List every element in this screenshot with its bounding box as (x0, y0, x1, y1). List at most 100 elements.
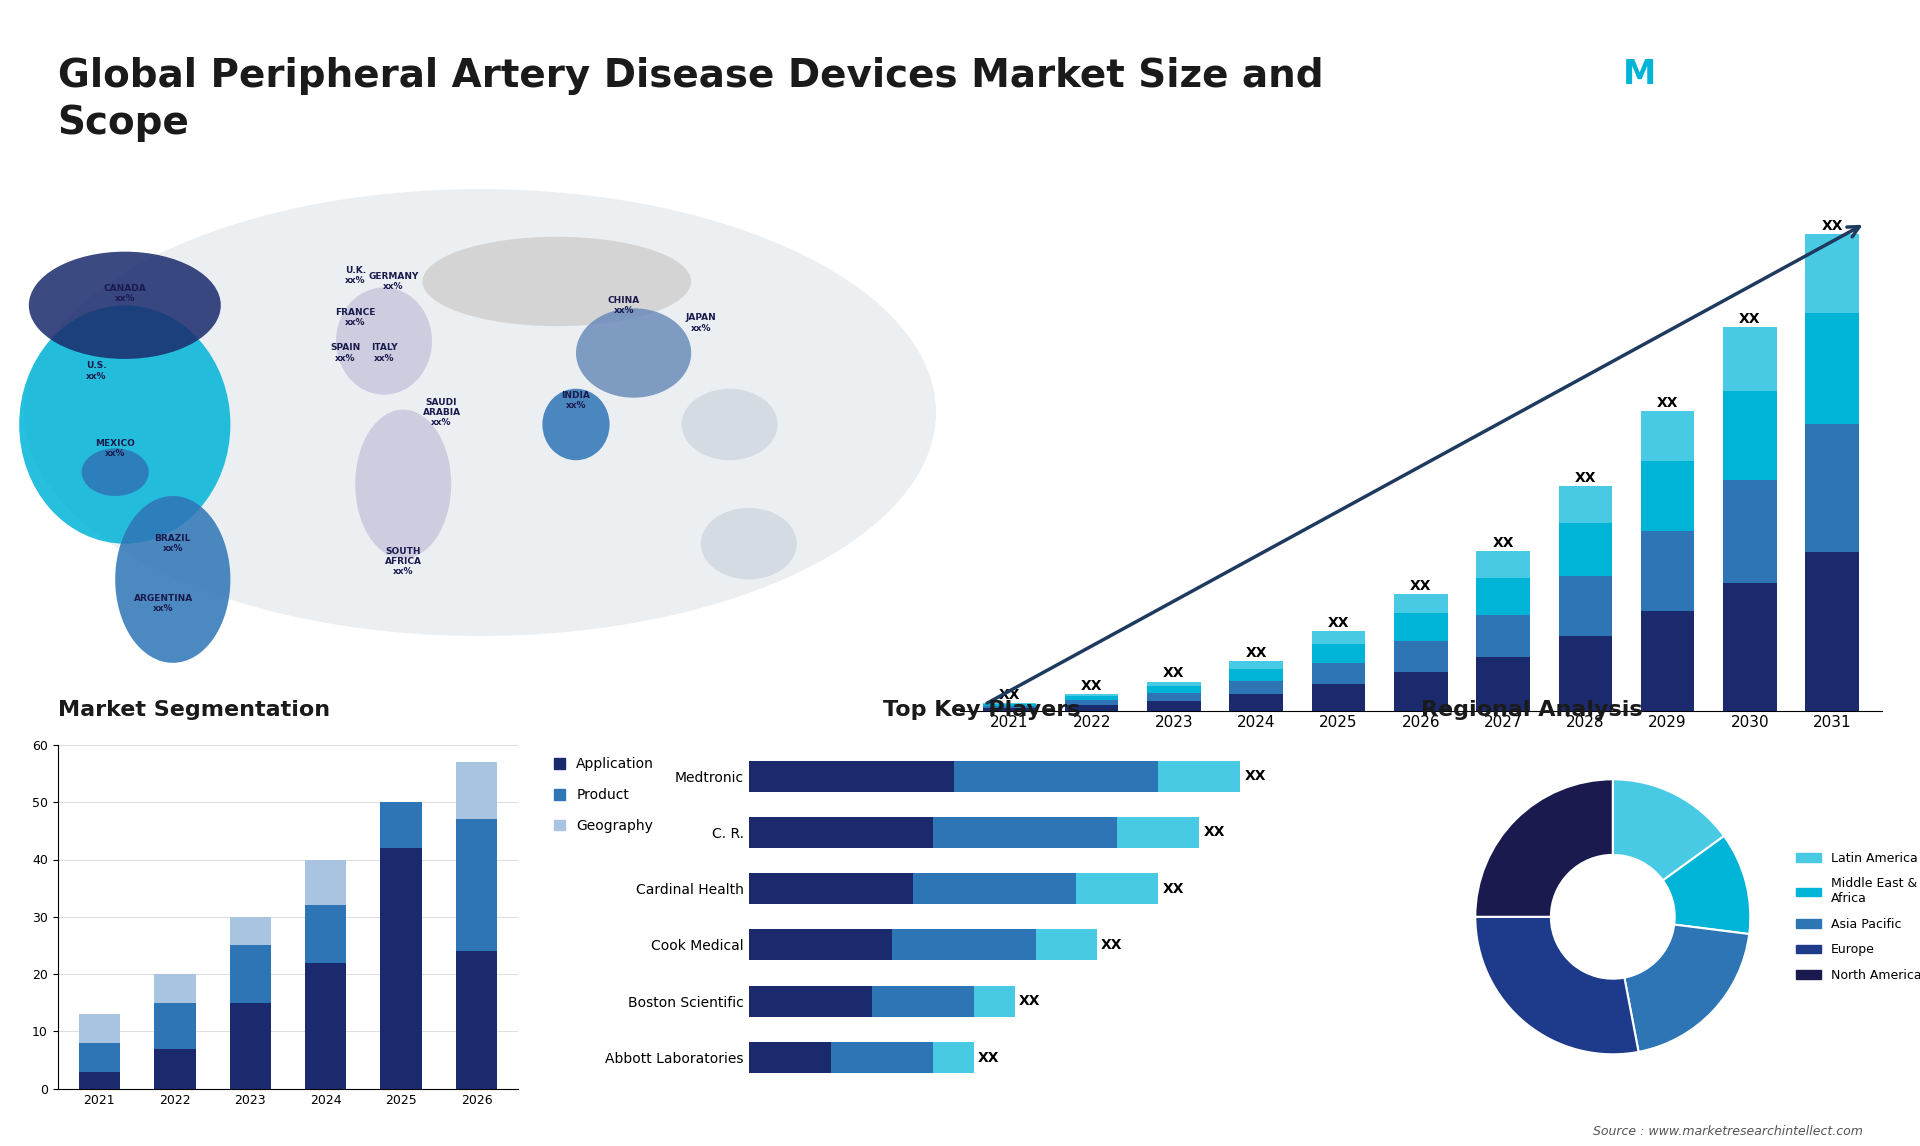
Bar (1148, 682, 1200, 686)
Bar (1148, 693, 1200, 701)
Bar (1476, 551, 1530, 578)
Bar (933, 1042, 973, 1073)
Text: Regional Analysis: Regional Analysis (1421, 700, 1642, 720)
Text: MEXICO
xx%: MEXICO xx% (96, 439, 134, 458)
Text: BRAZIL
xx%: BRAZIL xx% (156, 534, 190, 554)
Bar (893, 929, 1035, 960)
Bar (154, 974, 196, 1003)
Bar (154, 1003, 196, 1049)
Bar (1724, 480, 1776, 582)
Bar (1229, 694, 1283, 711)
Text: SAUDI
ARABIA
xx%: SAUDI ARABIA xx% (422, 398, 461, 427)
Bar (79, 1072, 121, 1089)
Bar (455, 951, 497, 1089)
Text: MARKET
RESEARCH
INTELLECT: MARKET RESEARCH INTELLECT (1715, 50, 1780, 87)
Text: GERMANY
xx%: GERMANY xx% (369, 272, 419, 291)
Bar (1394, 672, 1448, 711)
Wedge shape (1475, 917, 1638, 1054)
Wedge shape (1613, 779, 1724, 880)
Bar (1229, 669, 1283, 681)
Bar (912, 873, 1077, 904)
Bar (79, 1043, 121, 1072)
Text: XX: XX (998, 688, 1020, 701)
Bar (983, 704, 1037, 706)
Ellipse shape (701, 508, 797, 580)
Text: ARGENTINA
xx%: ARGENTINA xx% (134, 594, 192, 613)
Text: XX: XX (1204, 825, 1225, 839)
Text: SPAIN
xx%: SPAIN xx% (330, 344, 361, 362)
Bar (1724, 391, 1776, 480)
Bar (1066, 693, 1117, 697)
Bar (455, 819, 497, 951)
Bar (1066, 705, 1117, 711)
Bar (1394, 641, 1448, 672)
Bar (79, 1014, 121, 1043)
Text: Source : www.marketresearchintellect.com: Source : www.marketresearchintellect.com (1592, 1124, 1862, 1138)
Bar (1311, 684, 1365, 711)
Bar (455, 762, 497, 819)
Ellipse shape (29, 252, 221, 359)
Ellipse shape (23, 189, 937, 636)
Ellipse shape (422, 237, 691, 327)
Text: INDIA
xx%: INDIA xx% (561, 391, 591, 410)
Bar (973, 986, 1016, 1017)
Wedge shape (1624, 925, 1749, 1052)
Text: Global Peripheral Artery Disease Devices Market Size and
Scope: Global Peripheral Artery Disease Devices… (58, 57, 1323, 142)
Bar (1158, 761, 1240, 792)
Bar (749, 986, 872, 1017)
Bar (230, 945, 271, 1003)
Bar (380, 802, 422, 848)
Text: XX: XX (1657, 397, 1678, 410)
Ellipse shape (19, 305, 230, 543)
Text: XX: XX (1329, 615, 1350, 629)
Bar (1642, 461, 1693, 531)
Bar (1724, 327, 1776, 391)
Text: XX: XX (1100, 937, 1123, 952)
Bar (1559, 523, 1613, 575)
Text: XX: XX (1409, 579, 1432, 592)
Bar (154, 1049, 196, 1089)
Bar (1805, 424, 1859, 551)
Bar (305, 905, 346, 963)
Text: SOUTH
AFRICA
xx%: SOUTH AFRICA xx% (384, 547, 422, 576)
Text: XX: XX (977, 1051, 1000, 1065)
Bar (230, 1003, 271, 1089)
Bar (1476, 658, 1530, 711)
Bar (749, 873, 912, 904)
Bar (1066, 700, 1117, 705)
Ellipse shape (81, 448, 148, 496)
Text: U.S.
xx%: U.S. xx% (86, 361, 106, 380)
Bar (983, 708, 1037, 711)
Ellipse shape (336, 288, 432, 394)
Bar (749, 1042, 831, 1073)
Bar (1476, 578, 1530, 614)
Bar (1724, 582, 1776, 711)
Bar (1642, 411, 1693, 461)
Bar (983, 702, 1037, 704)
Bar (749, 929, 893, 960)
Legend: Latin America, Middle East &
Africa, Asia Pacific, Europe, North America: Latin America, Middle East & Africa, Asi… (1791, 847, 1920, 987)
Text: JAPAN
xx%: JAPAN xx% (685, 314, 716, 332)
Text: ITALY
xx%: ITALY xx% (371, 344, 397, 362)
Circle shape (1551, 855, 1674, 979)
Bar (1559, 486, 1613, 523)
Text: Top Key Players: Top Key Players (883, 700, 1081, 720)
Text: XX: XX (1740, 312, 1761, 325)
Text: XX: XX (1244, 769, 1265, 783)
Bar (1394, 613, 1448, 641)
Bar (983, 706, 1037, 708)
Bar (1117, 817, 1200, 848)
Bar (749, 817, 933, 848)
Bar (1805, 234, 1859, 313)
Bar (1311, 644, 1365, 662)
Bar (1035, 929, 1096, 960)
Bar (1642, 611, 1693, 711)
Wedge shape (1663, 835, 1751, 934)
Bar (305, 860, 346, 905)
Bar (1066, 697, 1117, 700)
Bar (305, 963, 346, 1089)
Text: XX: XX (1492, 536, 1513, 550)
Text: CANADA
xx%: CANADA xx% (104, 284, 146, 303)
Text: XX: XX (1020, 995, 1041, 1008)
Text: FRANCE
xx%: FRANCE xx% (334, 307, 376, 327)
